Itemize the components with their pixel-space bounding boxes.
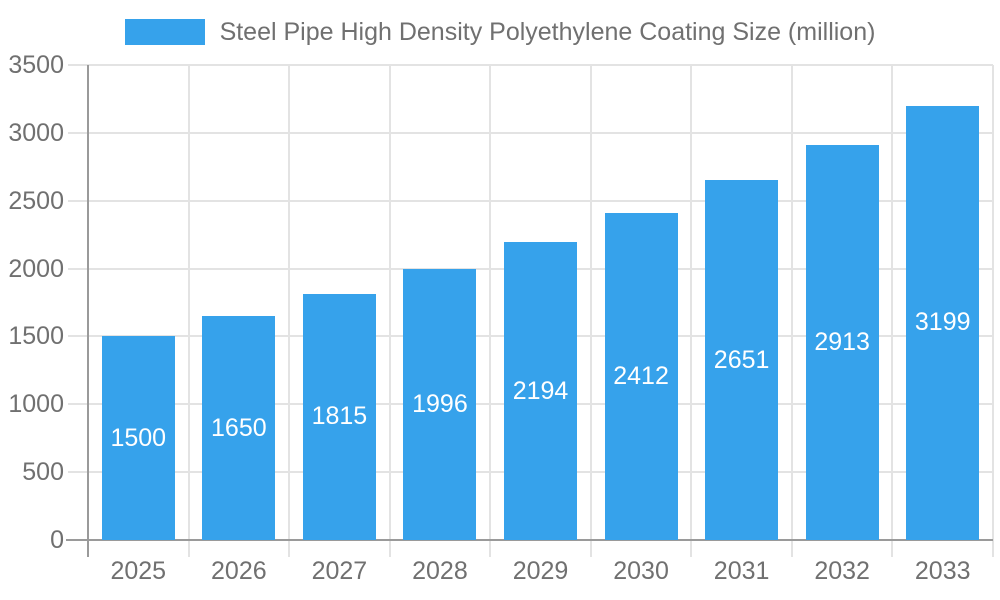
bar-value-label: 2412 bbox=[613, 361, 669, 390]
y-tick-label: 3500 bbox=[8, 51, 64, 79]
x-tick-label: 2026 bbox=[211, 557, 267, 585]
bar-value-label: 2913 bbox=[814, 327, 870, 356]
bar-value-label: 1650 bbox=[211, 413, 267, 442]
bar-value-label: 1815 bbox=[311, 402, 368, 431]
x-tick-label: 2027 bbox=[311, 557, 368, 585]
bar-value-label: 2194 bbox=[512, 376, 569, 405]
y-tick-label: 2000 bbox=[8, 254, 64, 283]
y-axis-line bbox=[87, 65, 89, 557]
bar: 2194 bbox=[504, 242, 577, 540]
grid-line-h bbox=[68, 131, 993, 134]
grid-line-v bbox=[589, 65, 592, 557]
y-tick-label: 500 bbox=[22, 458, 64, 487]
bar: 1996 bbox=[403, 269, 477, 540]
bar-value-label: 1500 bbox=[110, 423, 167, 452]
bar: 2651 bbox=[705, 180, 779, 540]
grid-line-v bbox=[891, 65, 894, 557]
bar: 1650 bbox=[202, 316, 276, 540]
y-tick-label: 1000 bbox=[8, 390, 64, 419]
bar: 2412 bbox=[604, 212, 678, 540]
bar: 1815 bbox=[302, 293, 376, 540]
legend-color-swatch bbox=[124, 19, 205, 45]
y-tick-label: 1500 bbox=[8, 322, 64, 351]
chart-legend: Steel Pipe High Density Polyethylene Coa… bbox=[0, 18, 1000, 46]
x-tick-label: 2029 bbox=[512, 557, 569, 585]
y-tick-label: 3000 bbox=[8, 118, 64, 147]
x-tick-label: 2031 bbox=[713, 557, 770, 585]
grid-line-v bbox=[489, 65, 492, 557]
x-tick-label: 2032 bbox=[814, 557, 870, 585]
bar-value-label: 2651 bbox=[713, 345, 770, 374]
x-tick-label: 2033 bbox=[914, 557, 971, 585]
grid-line-v bbox=[690, 65, 693, 557]
y-tick-label: 2500 bbox=[8, 186, 64, 215]
grid-line-v bbox=[790, 65, 793, 557]
bar-value-label: 1996 bbox=[412, 390, 468, 419]
y-tick-label: 0 bbox=[50, 526, 64, 554]
x-tick-label: 2025 bbox=[110, 557, 167, 585]
grid-line-v bbox=[992, 65, 994, 557]
bar: 2913 bbox=[805, 144, 879, 540]
grid-line-v bbox=[388, 65, 391, 557]
x-axis-line bbox=[66, 539, 993, 541]
x-tick-label: 2030 bbox=[613, 557, 669, 585]
grid-line-v bbox=[187, 65, 190, 557]
grid-line-v bbox=[288, 65, 291, 557]
grid-line-h bbox=[68, 64, 993, 66]
bar: 1500 bbox=[101, 336, 175, 540]
x-tick-label: 2028 bbox=[412, 557, 468, 585]
bar: 3199 bbox=[906, 105, 980, 540]
bar-value-label: 3199 bbox=[914, 308, 971, 337]
legend-series-label: Steel Pipe High Density Polyethylene Coa… bbox=[219, 18, 876, 46]
grid-line-h bbox=[68, 199, 993, 202]
